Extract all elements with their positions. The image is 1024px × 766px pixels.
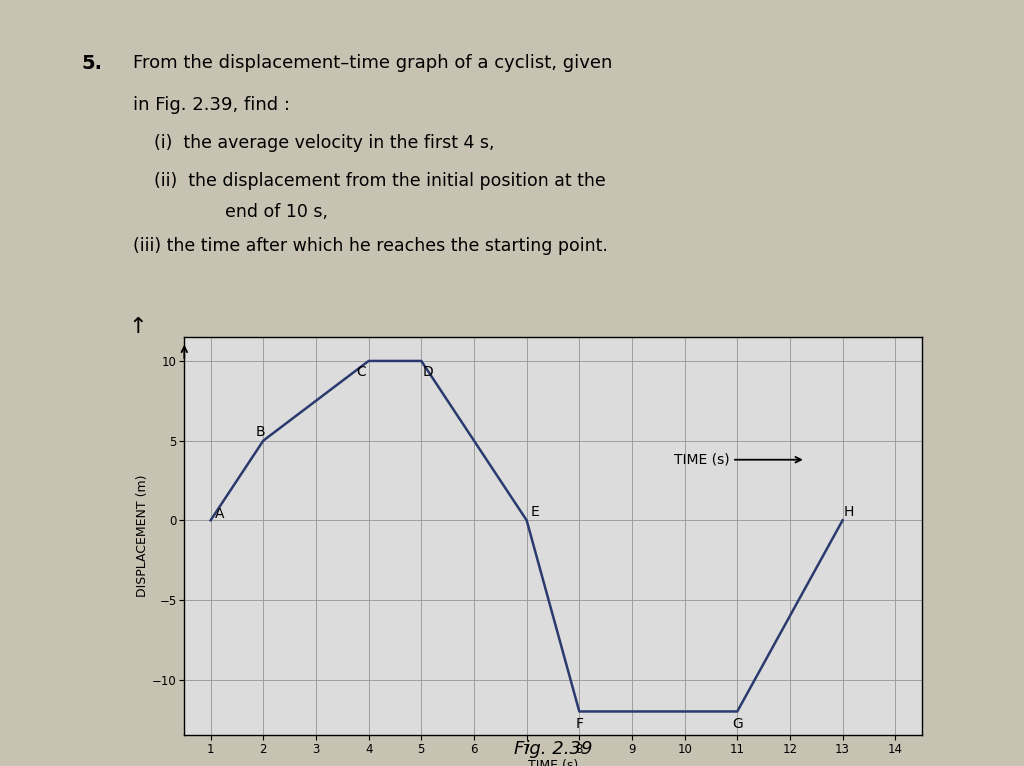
Text: H: H [844, 506, 854, 519]
Text: A: A [215, 507, 225, 521]
Text: (ii)  the displacement from the initial position at the: (ii) the displacement from the initial p… [154, 172, 605, 190]
Text: (iii) the time after which he reaches the starting point.: (iii) the time after which he reaches th… [133, 237, 608, 255]
Text: C: C [356, 365, 366, 379]
Text: (i)  the average velocity in the first 4 s,: (i) the average velocity in the first 4 … [154, 134, 495, 152]
Text: in Fig. 2.39, find :: in Fig. 2.39, find : [133, 96, 290, 113]
Text: TIME (s): TIME (s) [674, 453, 730, 466]
Text: ↑: ↑ [129, 317, 147, 337]
Text: F: F [575, 717, 584, 732]
Text: D: D [422, 365, 433, 379]
Text: end of 10 s,: end of 10 s, [225, 203, 329, 221]
Text: B: B [256, 425, 265, 439]
Text: Fig. 2.39: Fig. 2.39 [514, 741, 592, 758]
X-axis label: TIME (s): TIME (s) [527, 759, 579, 766]
Text: G: G [732, 717, 742, 732]
Text: E: E [530, 506, 539, 519]
Text: 5.: 5. [82, 54, 103, 73]
Y-axis label: DISPLACEMENT (m): DISPLACEMENT (m) [136, 475, 150, 597]
Text: From the displacement–time graph of a cyclist, given: From the displacement–time graph of a cy… [133, 54, 612, 71]
